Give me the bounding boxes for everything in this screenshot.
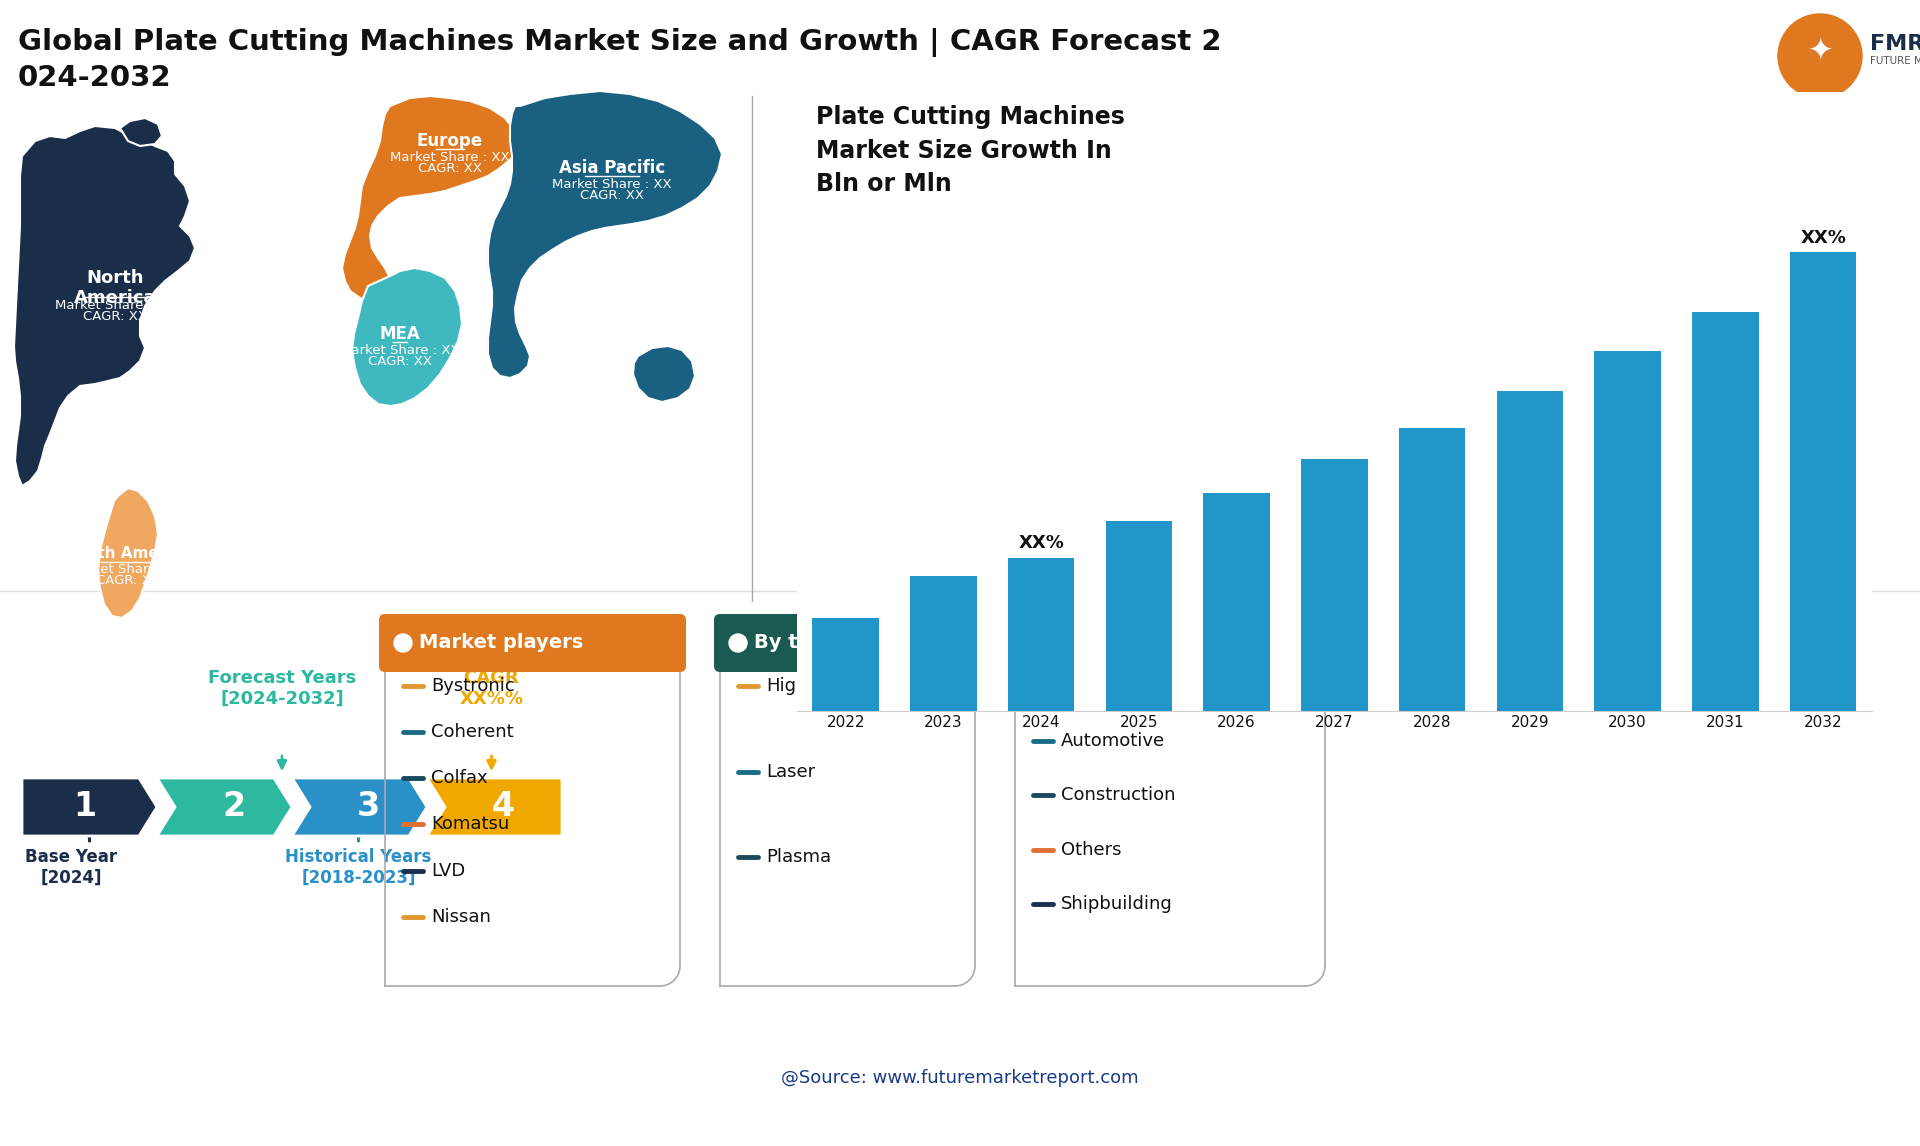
Bar (1106, 520, 1171, 711)
Bar (1594, 351, 1661, 711)
Text: 4: 4 (492, 791, 515, 824)
Text: CAGR: XX: CAGR: XX (419, 162, 482, 174)
Text: Nissan: Nissan (430, 908, 492, 926)
Polygon shape (13, 126, 196, 486)
Text: FMR: FMR (1870, 34, 1920, 54)
Text: Market players: Market players (419, 634, 584, 652)
FancyBboxPatch shape (714, 614, 981, 672)
Text: North
America: North America (73, 268, 156, 307)
Text: Komatsu: Komatsu (430, 816, 509, 833)
Text: Plasma: Plasma (766, 848, 831, 866)
Text: Base Year
[2024]: Base Year [2024] (25, 848, 117, 887)
Polygon shape (634, 346, 695, 402)
FancyBboxPatch shape (378, 614, 685, 672)
Text: High: High (766, 677, 808, 694)
Text: Market Share : XX: Market Share : XX (56, 299, 175, 312)
Text: Laser: Laser (766, 763, 816, 780)
Bar (1692, 313, 1759, 711)
Polygon shape (351, 268, 463, 406)
Text: South America: South America (65, 547, 190, 562)
Text: Aerospace: Aerospace (1062, 677, 1156, 694)
Text: Market Share : XX: Market Share : XX (69, 564, 188, 576)
Polygon shape (98, 488, 157, 618)
Text: Coherent: Coherent (430, 723, 515, 741)
Text: @Source: www.futuremarketreport.com: @Source: www.futuremarketreport.com (781, 1069, 1139, 1088)
Text: CAGR: XX: CAGR: XX (83, 309, 148, 322)
Text: XX%: XX% (1801, 228, 1845, 246)
Text: Market Share : XX: Market Share : XX (553, 178, 672, 191)
Bar (1008, 558, 1075, 711)
Bar (812, 618, 879, 711)
Text: Europe: Europe (417, 132, 484, 150)
Text: 3: 3 (357, 791, 380, 824)
Text: CAGR: XX: CAGR: XX (96, 574, 159, 587)
Text: Shipbuilding: Shipbuilding (1062, 895, 1173, 913)
Text: Bystronic: Bystronic (430, 677, 515, 694)
Bar (1204, 493, 1269, 711)
Text: By application: By application (1048, 634, 1206, 652)
Circle shape (1023, 634, 1043, 652)
Text: Asia Pacific: Asia Pacific (559, 159, 664, 176)
Circle shape (394, 634, 413, 652)
Text: Global Plate Cutting Machines Market Size and Growth | CAGR Forecast 2: Global Plate Cutting Machines Market Siz… (17, 28, 1221, 57)
Text: XX%: XX% (1018, 534, 1064, 552)
Text: By type: By type (755, 634, 837, 652)
Bar (910, 576, 977, 711)
Circle shape (1778, 14, 1862, 99)
Polygon shape (488, 91, 722, 378)
Text: 024-2032: 024-2032 (17, 64, 171, 92)
Bar (1498, 391, 1563, 711)
Polygon shape (342, 96, 518, 301)
Text: 2: 2 (223, 791, 246, 824)
Bar (1789, 252, 1857, 711)
Text: Plate Cutting Machines
Market Size Growth In
Bln or Mln: Plate Cutting Machines Market Size Growt… (816, 105, 1125, 196)
Text: CAGR: XX: CAGR: XX (369, 354, 432, 368)
Text: Construction: Construction (1062, 786, 1175, 804)
Polygon shape (426, 778, 563, 835)
FancyBboxPatch shape (1010, 614, 1331, 672)
Polygon shape (157, 778, 292, 835)
Text: 1: 1 (73, 791, 96, 824)
Text: MEA: MEA (380, 325, 420, 343)
Text: Market Share : XX: Market Share : XX (390, 151, 511, 164)
Polygon shape (21, 778, 157, 835)
Bar (1400, 429, 1465, 711)
Bar (1302, 458, 1367, 711)
Text: Historical Years
[2018-2023]: Historical Years [2018-2023] (286, 848, 432, 887)
Polygon shape (292, 778, 426, 835)
Polygon shape (119, 118, 161, 146)
Text: Colfax: Colfax (430, 769, 488, 787)
Text: Market Share : XX: Market Share : XX (340, 344, 459, 358)
Text: FUTURE MARKET REPORT: FUTURE MARKET REPORT (1870, 56, 1920, 66)
Text: CAGR: XX: CAGR: XX (580, 189, 643, 202)
Text: LVD: LVD (430, 862, 465, 880)
Circle shape (730, 634, 747, 652)
Text: Automotive: Automotive (1062, 731, 1165, 749)
Text: Others: Others (1062, 841, 1121, 858)
Text: Forecast Years
[2024-2032]: Forecast Years [2024-2032] (207, 669, 355, 708)
Text: CAGR
XX%%: CAGR XX%% (459, 669, 524, 708)
Text: ✦: ✦ (1807, 37, 1834, 65)
